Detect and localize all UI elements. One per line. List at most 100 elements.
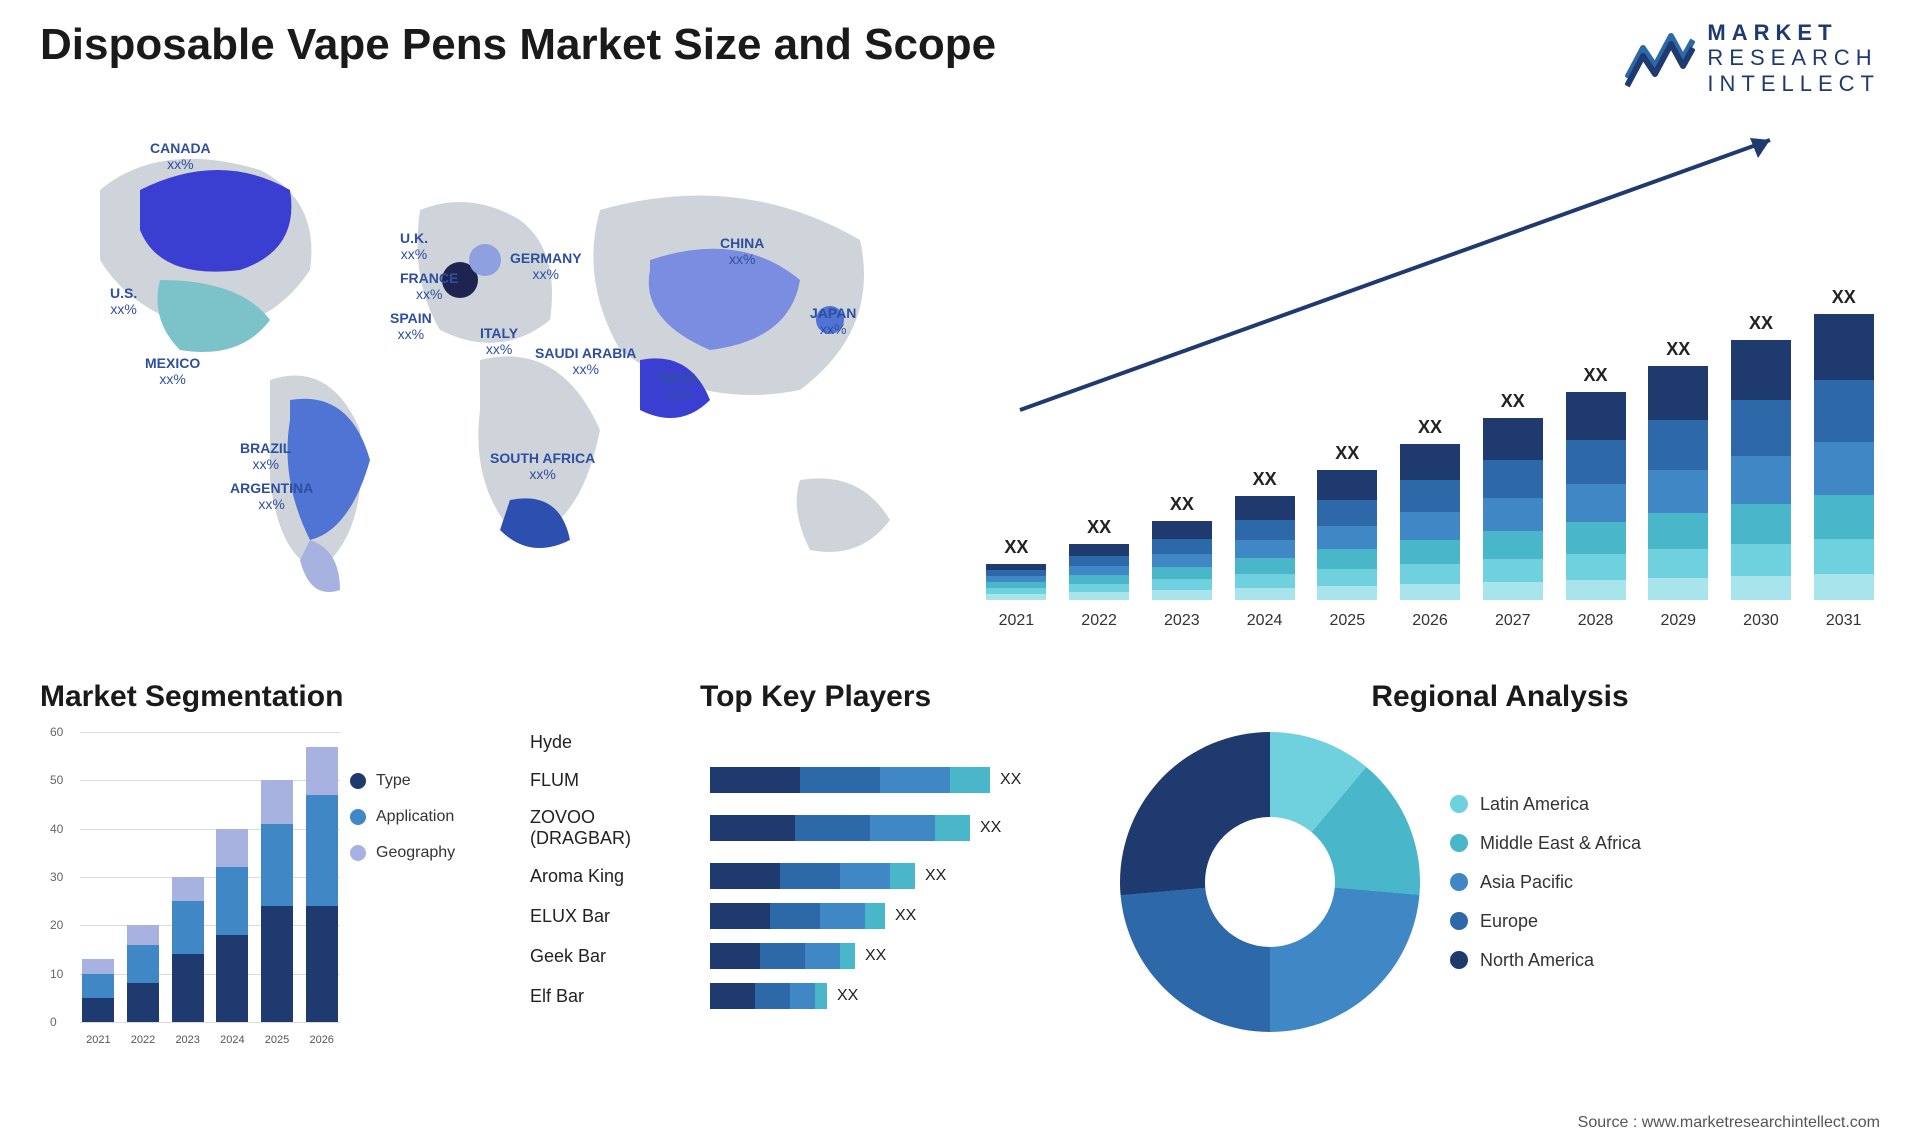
kp-value-label: XX [837,987,858,1005]
top-row: CANADAxx%U.S.xx%MEXICOxx%BRAZILxx%ARGENT… [40,130,1880,640]
kp-label: Elf Bar [530,986,700,1007]
seg-x-tick: 2025 [259,1034,296,1046]
segmentation-title: Market Segmentation [40,680,500,714]
main-bar-segment [1648,366,1708,420]
kp-segment [840,863,890,889]
reg-legend-item: North America [1450,950,1641,971]
source-text: Source : www.marketresearchintellect.com [1578,1114,1880,1132]
kp-segment [870,815,935,841]
main-bar-segment [1566,522,1626,554]
main-bar-segment [1566,392,1626,440]
main-bar-col: XX [1642,339,1715,600]
seg-legend-item: Geography [350,844,500,862]
main-bar-segment [1069,584,1129,592]
main-bar-segment [1400,512,1460,540]
kp-segment [710,983,755,1009]
kp-bar [710,767,990,793]
main-bar-value-label: XX [1004,537,1028,558]
main-bar-segment [986,594,1046,600]
kp-row: Aroma KingXX [530,863,1090,889]
main-bar-segment [1814,380,1874,442]
kp-segment [795,815,870,841]
seg-bar-segment [82,959,114,974]
main-bar-segment [1235,496,1295,520]
main-bar-segment [1566,580,1626,600]
key-players-title: Top Key Players [700,680,1090,714]
main-bar-col: XX [1725,313,1798,600]
kp-segment [710,767,800,793]
main-bar-segment [1648,549,1708,578]
main-bar-col: XX [1063,517,1136,600]
kp-row: ELUX BarXX [530,903,1090,929]
seg-y-tick: 10 [50,967,63,981]
main-bar-col: XX [1559,365,1632,600]
kp-label: ZOVOO (DRAGBAR) [530,807,700,849]
main-bar-value-label: XX [1832,287,1856,308]
kp-segment [710,943,760,969]
kp-segment [840,943,855,969]
country-label: CHINAxx% [720,235,764,267]
kp-label: ELUX Bar [530,906,700,927]
main-bar-segment [1731,576,1791,600]
main-bar-segment [1152,554,1212,567]
seg-bar-col [125,925,162,1022]
seg-bar-col [214,829,251,1022]
main-bar-segment [1235,540,1295,558]
main-x-tick: 2022 [1063,612,1136,630]
main-bar-segment [1152,579,1212,590]
world-map: CANADAxx%U.S.xx%MEXICOxx%BRAZILxx%ARGENT… [40,130,940,640]
legend-swatch [1450,834,1468,852]
seg-bar-segment [82,998,114,1022]
main-x-tick: 2021 [980,612,1053,630]
regional-legend: Latin AmericaMiddle East & AfricaAsia Pa… [1450,794,1641,971]
main-x-tick: 2025 [1311,612,1384,630]
main-bar-segment [1731,456,1791,504]
kp-segment [755,983,790,1009]
main-x-tick: 2023 [1145,612,1218,630]
country-label: ARGENTINAxx% [230,480,313,512]
main-bar-segment [1814,495,1874,539]
kp-segment [710,863,780,889]
kp-label: Hyde [530,732,700,753]
kp-segment [710,903,770,929]
main-bar-segment [1152,521,1212,539]
main-bar-segment [1483,418,1543,460]
kp-label: Aroma King [530,866,700,887]
main-bar-segment [1152,539,1212,554]
main-bar-segment [1566,440,1626,484]
main-bar-segment [1069,544,1129,556]
bottom-row: Market Segmentation 0102030405060 202120… [40,680,1880,1096]
seg-bar-segment [127,945,159,984]
legend-label: Middle East & Africa [1480,833,1641,854]
main-bar-segment [1317,569,1377,586]
main-bar-col: XX [1476,391,1549,600]
main-bar-col: XX [1807,287,1880,600]
country-label: BRAZILxx% [240,440,291,472]
country-label: ITALYxx% [480,325,518,357]
main-bar-segment [1566,484,1626,522]
seg-bar-col [80,959,117,1022]
main-bar-segment [1400,584,1460,600]
seg-bar-segment [172,954,204,1022]
segmentation-chart: 0102030405060 202120222023202420252026 T… [40,732,500,1052]
reg-legend-item: Asia Pacific [1450,872,1641,893]
main-bar-segment [1731,544,1791,576]
seg-y-tick: 0 [50,1015,57,1029]
seg-y-tick: 60 [50,725,63,739]
main-bar-segment [1400,564,1460,584]
country-label: SPAINxx% [390,310,432,342]
main-bar-segment [1317,500,1377,526]
main-bar-value-label: XX [1335,443,1359,464]
kp-row: Geek BarXX [530,943,1090,969]
kp-segment [890,863,915,889]
kp-segment [820,903,865,929]
main-bar-col: XX [1394,417,1467,600]
kp-value-label: XX [980,819,1001,837]
main-bar-segment [1814,314,1874,380]
main-x-tick: 2030 [1725,612,1798,630]
main-bar-value-label: XX [1418,417,1442,438]
seg-y-tick: 20 [50,918,63,932]
main-bar-segment [1648,420,1708,470]
main-bar-segment [1483,460,1543,498]
seg-bar-col [303,747,340,1022]
